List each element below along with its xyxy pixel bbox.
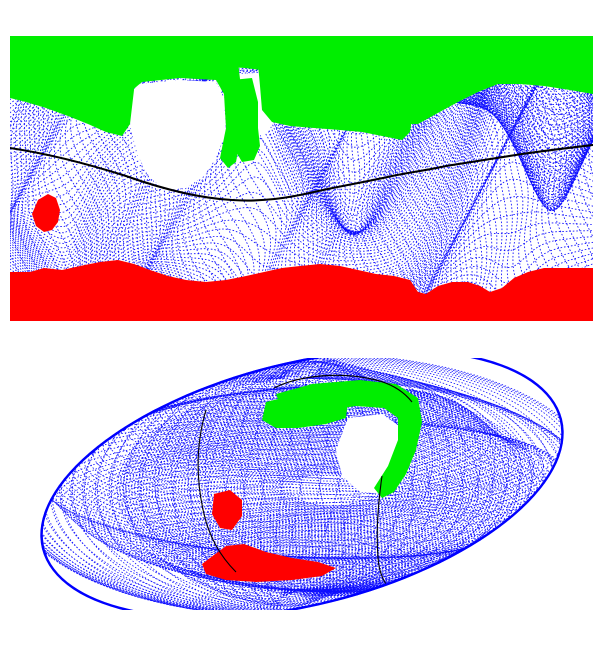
red-negative-region bbox=[10, 260, 593, 321]
globe-red-patch-lower bbox=[202, 544, 336, 582]
green-tongue bbox=[232, 78, 260, 162]
map-panel-svg bbox=[10, 36, 593, 321]
map-projection-panel bbox=[10, 36, 593, 321]
green-lobe-left bbox=[10, 62, 134, 136]
green-lobe-right bbox=[408, 62, 593, 124]
globe-limb-contour-right bbox=[376, 475, 387, 585]
zero-contour-line bbox=[10, 143, 593, 202]
globe-panel bbox=[30, 358, 575, 610]
green-lobe-right-center bbox=[258, 64, 414, 140]
green-lobe-center bbox=[128, 62, 242, 168]
globe-limb-contour-left bbox=[197, 409, 237, 573]
globe-outline bbox=[39, 358, 565, 610]
globe-red-patch-upper bbox=[212, 490, 242, 530]
red-isolated-blob bbox=[32, 194, 60, 232]
globe-green-crescent bbox=[262, 392, 348, 428]
globe-top-arc bbox=[273, 374, 413, 403]
globe-panel-svg bbox=[30, 358, 575, 610]
